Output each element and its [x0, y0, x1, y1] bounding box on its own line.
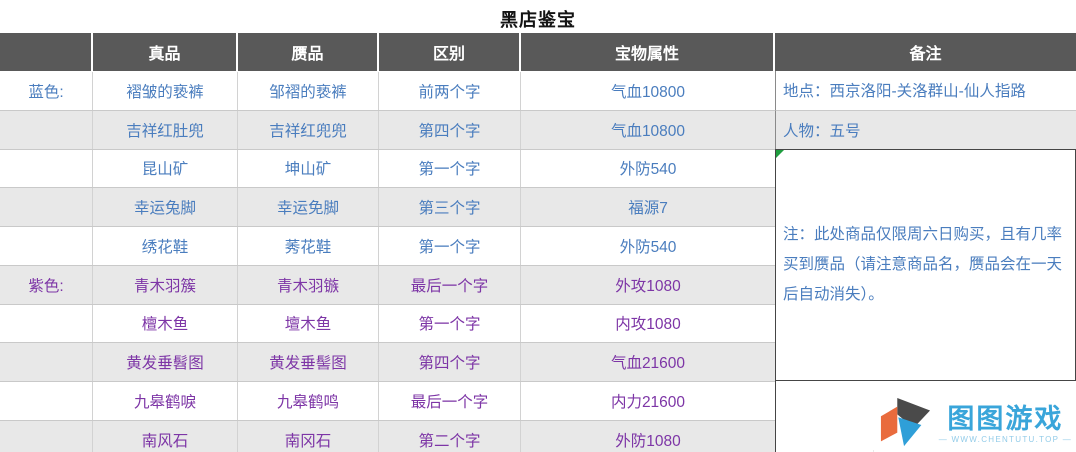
appraisal-table: 真品 赝品 区别 宝物属性 备注 蓝色: 褶皱的亵裤 邹褶的亵裤 前两个字 气血10800 吉祥红…: [0, 33, 1076, 452]
cell-difference: 最后一个字: [379, 382, 521, 420]
column-header: 备注: [909, 46, 942, 63]
cell-difference: 第一个字: [379, 149, 521, 188]
cell-difference: 最后一个字: [379, 265, 521, 304]
cell-difference: 第四个字: [379, 110, 521, 149]
cell-fake: 壇木鱼: [238, 304, 379, 343]
cell-genuine: 南风石: [93, 420, 238, 452]
cell-fake: 幸运免脚: [238, 188, 379, 226]
cell-attribute: 外防1080: [615, 432, 681, 450]
cell-genuine: 吉祥红肚兜: [93, 110, 238, 149]
cell-difference: 第四个字: [379, 343, 521, 381]
cell-attribute: 福源7: [628, 200, 668, 218]
logo-site-name: 图图游戏: [947, 403, 1064, 434]
cell-attribute: 气血10800: [610, 83, 686, 101]
cell-label: [0, 420, 93, 452]
column-header: 赝品: [238, 33, 379, 71]
cell-difference: 前两个字: [379, 72, 521, 110]
cell-fake: 邹褶的亵裤: [238, 72, 379, 110]
cell-label: [0, 188, 93, 226]
cell-label: [0, 343, 93, 381]
header-row: 真品 赝品 区别 宝物属性 备注: [0, 33, 1076, 71]
cell-genuine: 幸运兔脚: [93, 188, 238, 226]
cell-label: 紫色:: [0, 265, 93, 304]
cell-attribute: 外防540: [619, 161, 677, 179]
logo-site-url: — WWW.CHENTUTU.TOP —: [938, 434, 1072, 444]
note-npc: 人物：五号: [775, 109, 1076, 149]
cell-difference: 第一个字: [379, 304, 521, 343]
cell-label: 蓝色:: [0, 72, 93, 110]
note-location: 地点：西京洛阳-关洛群山-仙人指路: [775, 71, 1076, 110]
page-title: 黑店鉴宝: [500, 10, 576, 30]
cell-genuine: 昆山矿: [93, 149, 238, 188]
column-header: 宝物属性: [521, 33, 775, 71]
column-header: 区别: [379, 33, 521, 71]
cell-fake: 坤山矿: [238, 149, 379, 188]
logo-text-block: 图图游戏 — WWW.CHENTUTU.TOP —: [939, 405, 1072, 444]
cell-label: [0, 304, 93, 343]
cell-attribute: 内力21600: [610, 393, 686, 411]
cell-genuine: 绣花鞋: [93, 227, 238, 265]
cell-genuine: 檀木鱼: [93, 304, 238, 343]
cell-attribute: 气血10800: [610, 122, 686, 140]
cell-difference: 第二个字: [379, 420, 521, 452]
cell-fake: 黄发垂髻图: [238, 343, 379, 381]
cell-difference: 第一个字: [379, 227, 521, 265]
column-header: [0, 33, 93, 71]
site-logo[interactable]: 图图游戏 — WWW.CHENTUTU.TOP —: [869, 398, 1072, 450]
note-remark-text: 注：此处商品仅限周六日购买，且有几率买到赝品（请注意商品名，赝品会在一天后自动消…: [783, 225, 1063, 303]
cell-attribute: 内攻1080: [615, 316, 681, 334]
cell-difference: 第三个字: [379, 188, 521, 226]
cell-label: [0, 110, 93, 149]
cell-label: [0, 382, 93, 420]
cell-genuine: 黄发垂髫图: [93, 343, 238, 381]
cell-fake: 南冈石: [238, 420, 379, 452]
cell-fake: 九皋鹤鸣: [238, 382, 379, 420]
cell-genuine: 褶皱的亵裤: [93, 72, 238, 110]
cell-attribute: 外防540: [619, 238, 677, 256]
logo-cube-icon: [880, 398, 930, 447]
cell-genuine: 青木羽簇: [93, 265, 238, 304]
cell-attribute: 气血21600: [610, 355, 686, 373]
cell-label: [0, 227, 93, 265]
cell-fake: 青木羽镞: [238, 265, 379, 304]
column-header: 真品: [93, 33, 238, 71]
cell-flag-icon: [776, 149, 784, 158]
cell-attribute: 外攻1080: [615, 277, 681, 295]
cell-genuine: 九皋鹤唳: [93, 382, 238, 420]
table-body: 蓝色: 褶皱的亵裤 邹褶的亵裤 前两个字 气血10800 吉祥红肚兜 吉祥红兜兜 第四个字 气血…: [0, 71, 1076, 452]
cell-label: [0, 149, 93, 188]
cell-fake: 莠花鞋: [238, 227, 379, 265]
note-remark-cell: 注：此处商品仅限周六日购买，且有几率买到赝品（请注意商品名，赝品会在一天后自动消…: [775, 148, 1076, 381]
cell-fake: 吉祥红兜兜: [238, 110, 379, 149]
